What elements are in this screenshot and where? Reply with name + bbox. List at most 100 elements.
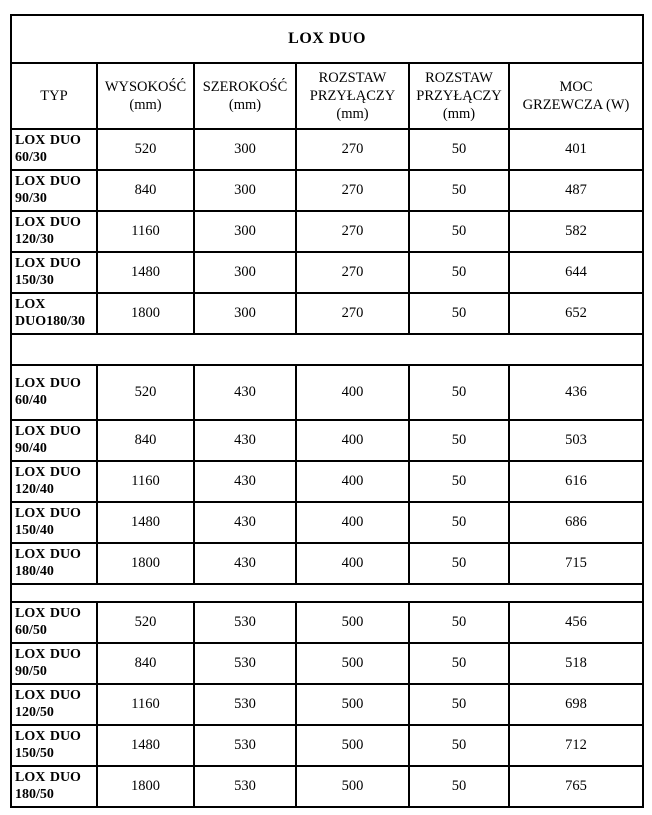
value-cell-rozstaw-przylaczy-2: 50 — [408, 460, 510, 503]
value-cell-rozstaw-przylaczy-1: 400 — [295, 364, 410, 421]
value-cell-wysokosc: 1800 — [96, 542, 195, 585]
column-header-moc-grzewcza: MOC GRZEWCZA (W) — [507, 62, 645, 130]
group-separator-row — [9, 583, 645, 603]
value-cell-wysokosc: 1800 — [96, 765, 195, 808]
value-cell-szerokosc: 530 — [193, 683, 297, 726]
value-cell-wysokosc: 1480 — [96, 724, 195, 767]
value-cell-rozstaw-przylaczy-2: 50 — [408, 292, 510, 335]
value-cell-moc-grzewcza: 686 — [507, 501, 645, 544]
value-cell-rozstaw-przylaczy-1: 500 — [295, 601, 410, 644]
value-cell-szerokosc: 430 — [193, 501, 297, 544]
value-cell-wysokosc: 1800 — [96, 292, 195, 335]
spec-table: LOX DUO TYP WYSOKOŚĆ (mm) SZEROKOŚĆ (mm) RO… — [9, 14, 645, 808]
value-cell-rozstaw-przylaczy-1: 500 — [295, 724, 410, 767]
type-cell: LOX DUO 150/40 — [10, 501, 98, 544]
value-cell-wysokosc: 1160 — [96, 683, 195, 726]
value-cell-wysokosc: 840 — [96, 419, 195, 462]
value-cell-moc-grzewcza: 765 — [507, 765, 645, 808]
value-cell-rozstaw-przylaczy-1: 270 — [295, 292, 410, 335]
table-row: LOX DUO 90/50 840 530 500 50 518 — [10, 642, 645, 685]
type-cell: LOX DUO 150/30 — [10, 251, 98, 294]
value-cell-rozstaw-przylaczy-1: 400 — [295, 501, 410, 544]
value-cell-szerokosc: 430 — [193, 460, 297, 503]
value-cell-rozstaw-przylaczy-2: 50 — [408, 765, 510, 808]
value-cell-wysokosc: 840 — [96, 642, 195, 685]
value-cell-moc-grzewcza: 436 — [507, 364, 645, 421]
value-cell-rozstaw-przylaczy-2: 50 — [408, 251, 510, 294]
value-cell-rozstaw-przylaczy-2: 50 — [408, 210, 510, 253]
value-cell-moc-grzewcza: 712 — [507, 724, 645, 767]
value-cell-rozstaw-przylaczy-2: 50 — [408, 128, 510, 171]
type-cell: LOX DUO 90/30 — [10, 169, 98, 212]
type-cell: LOX DUO 180/50 — [10, 765, 98, 808]
value-cell-rozstaw-przylaczy-2: 50 — [408, 724, 510, 767]
value-cell-rozstaw-przylaczy-1: 400 — [295, 419, 410, 462]
table-title-row: LOX DUO — [9, 14, 645, 64]
value-cell-moc-grzewcza: 652 — [507, 292, 645, 335]
value-cell-moc-grzewcza: 401 — [507, 128, 645, 171]
value-cell-wysokosc: 520 — [96, 364, 195, 421]
value-cell-rozstaw-przylaczy-2: 50 — [408, 169, 510, 212]
value-cell-wysokosc: 1480 — [96, 501, 195, 544]
value-cell-rozstaw-przylaczy-1: 500 — [295, 683, 410, 726]
value-cell-rozstaw-przylaczy-1: 500 — [295, 765, 410, 808]
value-cell-wysokosc: 1480 — [96, 251, 195, 294]
table-row: LOX DUO 180/50 1800 530 500 50 765 — [10, 765, 645, 808]
value-cell-szerokosc: 430 — [193, 542, 297, 585]
table-row: LOX DUO 120/40 1160 430 400 50 616 — [10, 460, 645, 503]
value-cell-szerokosc: 300 — [193, 128, 297, 171]
table-row: LOX DUO 150/40 1480 430 400 50 686 — [10, 501, 645, 544]
table-title: LOX DUO — [9, 14, 645, 64]
value-cell-wysokosc: 1160 — [96, 460, 195, 503]
value-cell-szerokosc: 530 — [193, 601, 297, 644]
value-cell-rozstaw-przylaczy-2: 50 — [408, 419, 510, 462]
group-separator-cell — [9, 583, 645, 603]
value-cell-szerokosc: 300 — [193, 292, 297, 335]
value-cell-rozstaw-przylaczy-2: 50 — [408, 601, 510, 644]
value-cell-moc-grzewcza: 518 — [507, 642, 645, 685]
table-row: LOX DUO 90/40 840 430 400 50 503 — [10, 419, 645, 462]
table-row: LOX DUO 150/50 1480 530 500 50 712 — [10, 724, 645, 767]
value-cell-rozstaw-przylaczy-1: 400 — [295, 460, 410, 503]
column-header-rozstaw-przylaczy-2: ROZSTAW PRZYŁĄCZY (mm) — [408, 62, 510, 130]
type-cell: LOX DUO 90/40 — [10, 419, 98, 462]
table-row: LOX DUO 60/40 520 430 400 50 436 — [10, 364, 645, 421]
table-row: LOX DUO 60/30 520 300 270 50 401 — [10, 128, 645, 171]
value-cell-wysokosc: 840 — [96, 169, 195, 212]
column-header-wysokosc: WYSOKOŚĆ (mm) — [96, 62, 195, 130]
type-cell: LOX DUO 60/40 — [10, 364, 98, 421]
value-cell-moc-grzewcza: 616 — [507, 460, 645, 503]
table-row: LOX DUO 180/40 1800 430 400 50 715 — [10, 542, 645, 585]
table-row: LOX DUO 150/30 1480 300 270 50 644 — [10, 251, 645, 294]
type-cell: LOX DUO 120/40 — [10, 460, 98, 503]
value-cell-wysokosc: 520 — [96, 128, 195, 171]
column-header-typ: TYP — [10, 62, 98, 130]
table-row: LOX DUO180/30 1800 300 270 50 652 — [10, 292, 645, 335]
value-cell-wysokosc: 520 — [96, 601, 195, 644]
value-cell-moc-grzewcza: 644 — [507, 251, 645, 294]
value-cell-rozstaw-przylaczy-2: 50 — [408, 501, 510, 544]
type-cell: LOX DUO 60/50 — [10, 601, 98, 644]
value-cell-szerokosc: 530 — [193, 765, 297, 808]
value-cell-szerokosc: 530 — [193, 642, 297, 685]
table-body: LOX DUO 60/30 520 300 270 50 401 LOX DUO 90/30… — [9, 128, 645, 808]
type-cell: LOX DUO 60/30 — [10, 128, 98, 171]
value-cell-rozstaw-przylaczy-2: 50 — [408, 683, 510, 726]
type-cell: LOX DUO 90/50 — [10, 642, 98, 685]
value-cell-szerokosc: 430 — [193, 364, 297, 421]
value-cell-szerokosc: 300 — [193, 251, 297, 294]
value-cell-rozstaw-przylaczy-2: 50 — [408, 364, 510, 421]
value-cell-rozstaw-przylaczy-1: 400 — [295, 542, 410, 585]
table-row: LOX DUO 120/50 1160 530 500 50 698 — [10, 683, 645, 726]
table-row: LOX DUO 60/50 520 530 500 50 456 — [10, 601, 645, 644]
type-cell: LOX DUO180/30 — [10, 292, 98, 335]
value-cell-wysokosc: 1160 — [96, 210, 195, 253]
group-separator-row — [9, 333, 645, 366]
type-cell: LOX DUO 120/30 — [10, 210, 98, 253]
type-cell: LOX DUO 180/40 — [10, 542, 98, 585]
table-header-row: TYP WYSOKOŚĆ (mm) SZEROKOŚĆ (mm) ROZSTAW PR… — [10, 62, 645, 130]
value-cell-szerokosc: 530 — [193, 724, 297, 767]
value-cell-rozstaw-przylaczy-1: 270 — [295, 251, 410, 294]
group-separator-cell — [9, 333, 645, 366]
value-cell-moc-grzewcza: 698 — [507, 683, 645, 726]
